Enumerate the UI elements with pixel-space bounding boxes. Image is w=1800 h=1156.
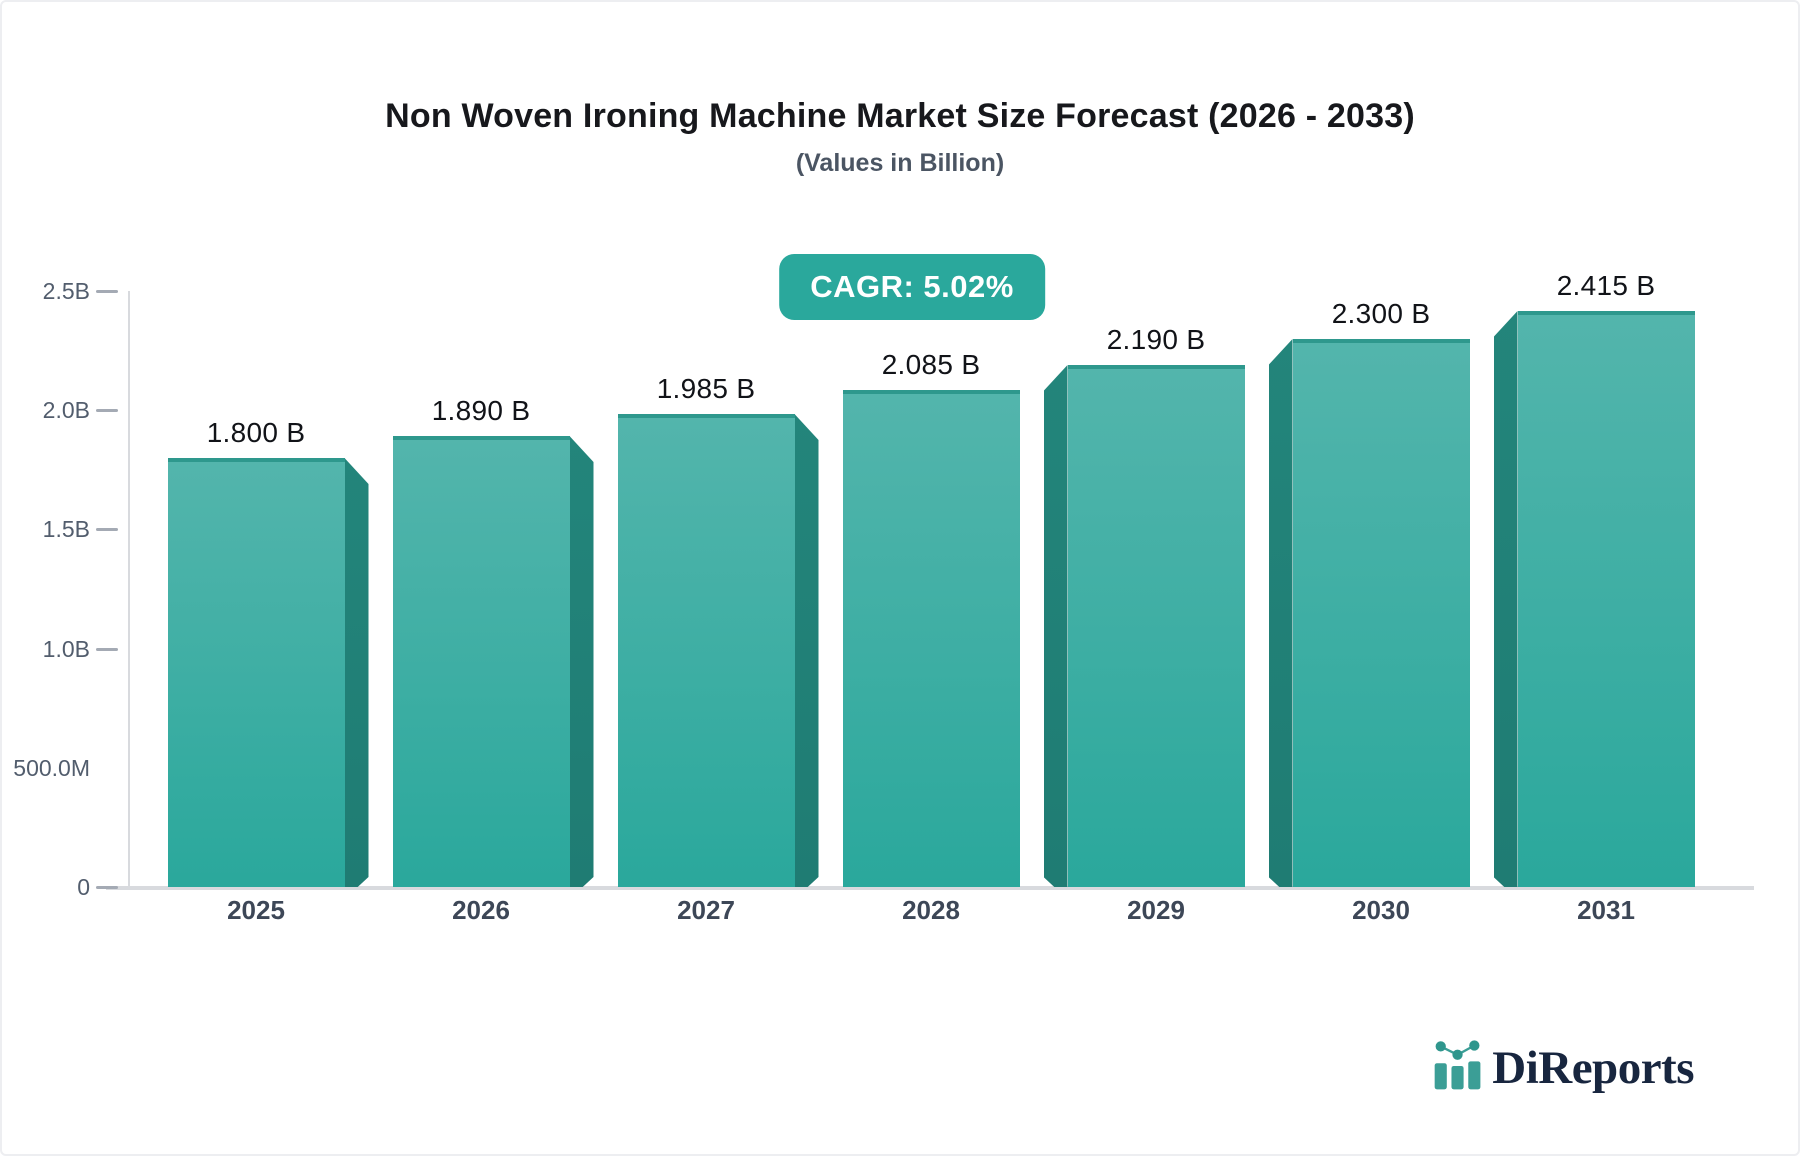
y-axis-label: 1.0B	[42, 636, 90, 662]
x-axis-label: 2031	[1577, 895, 1635, 925]
bar-value-label: 2.300 B	[1331, 298, 1431, 329]
bar-3d-side	[1494, 311, 1518, 887]
bar-value-label: 2.190 B	[1106, 324, 1206, 355]
x-axis-baseline	[106, 886, 1754, 890]
bar-3d-side	[1269, 339, 1293, 887]
y-axis-tick	[96, 648, 118, 651]
bar-3d-side	[345, 458, 369, 887]
y-axis-label: 1.5B	[42, 516, 90, 542]
bar-3d-side	[570, 436, 594, 887]
x-axis-label: 2027	[677, 895, 735, 925]
bar-2031	[1517, 311, 1695, 887]
bar-value-label: 1.985 B	[656, 373, 756, 404]
bar-value-label: 2.085 B	[881, 349, 981, 380]
bar-2025	[167, 458, 345, 887]
bar-value-label: 1.800 B	[206, 417, 306, 448]
chart-subtitle: (Values in Billion)	[795, 149, 1005, 177]
x-axis-label: 2030	[1352, 895, 1410, 925]
y-axis-line	[128, 291, 130, 887]
bar-2027	[617, 414, 795, 887]
y-axis-tick	[96, 886, 118, 889]
brand-watermark: DiReports	[1430, 1038, 1694, 1094]
bar-value-label: 2.415 B	[1556, 270, 1656, 301]
bar-2030	[1292, 339, 1470, 887]
y-axis-tick	[96, 290, 118, 293]
cagr-badge: CAGR: 5.02%	[779, 254, 1045, 320]
x-axis-label: 2028	[902, 895, 960, 925]
brand-name: DiReports	[1492, 1042, 1694, 1094]
x-axis-label: 2029	[1127, 895, 1185, 925]
y-axis-label: 500.0M	[13, 755, 90, 781]
x-axis-label: 2025	[227, 895, 285, 925]
y-axis-tick	[96, 409, 118, 412]
bar-chart-trend-icon	[1434, 1040, 1481, 1090]
y-axis-label: 2.5B	[42, 278, 90, 304]
bar-value-label: 1.890 B	[431, 395, 531, 426]
chart-title: Non Woven Ironing Machine Market Size Fo…	[385, 97, 1415, 135]
x-axis-label: 2026	[452, 895, 510, 925]
bar-3d-side	[1044, 365, 1068, 887]
bar-2028	[842, 390, 1020, 887]
y-axis-tick	[96, 528, 118, 531]
y-axis-label: 0	[77, 874, 90, 900]
bar-2026	[392, 436, 570, 887]
bar-3d-side	[795, 414, 819, 887]
bar-2029	[1067, 365, 1245, 887]
y-axis-label: 2.0B	[42, 397, 90, 423]
